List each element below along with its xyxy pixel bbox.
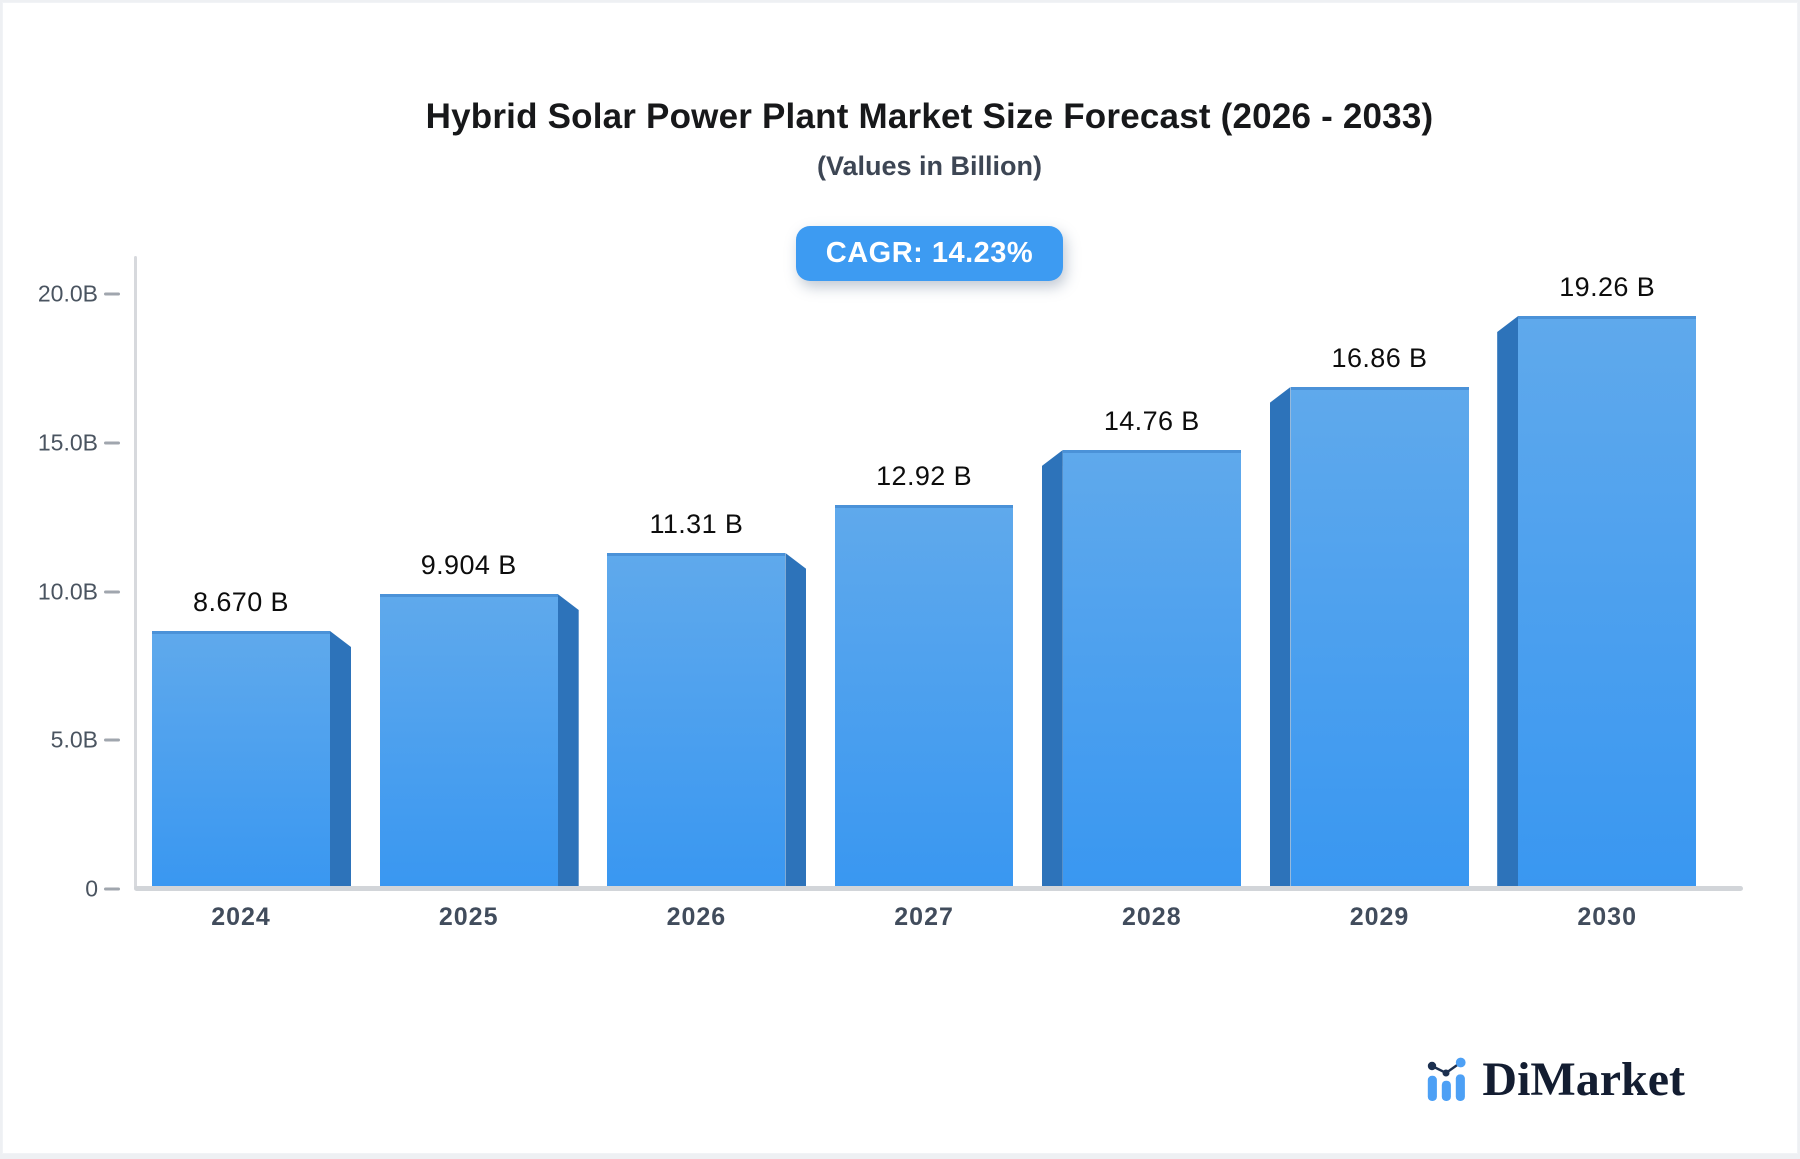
plot-area: 0 5.0B 10.0B 15.0B 20.0B 8.670 B 2024 9.904 B 20… xyxy=(3,3,1800,1159)
y-axis-tick xyxy=(104,738,120,742)
bar-2028 xyxy=(1062,450,1241,889)
bar-3d-side xyxy=(1269,387,1291,889)
bar-3d-side xyxy=(557,594,579,889)
y-axis-label: 10.0B xyxy=(37,578,98,604)
y-axis-tick xyxy=(104,590,120,593)
x-axis-label: 2028 xyxy=(1121,903,1182,931)
x-axis-line xyxy=(134,886,1743,891)
bar-value-label: 8.670 B xyxy=(193,587,289,617)
x-axis-label: 2030 xyxy=(1577,903,1637,931)
chart-subtitle: (Values in Billion) xyxy=(816,151,1043,181)
bar-3d-side xyxy=(330,631,351,889)
x-axis-label: 2026 xyxy=(666,903,727,931)
bar-value-label: 9.904 B xyxy=(420,550,517,580)
bar-2025 xyxy=(379,594,558,889)
bar-2026 xyxy=(607,553,786,889)
bar-2029 xyxy=(1290,387,1469,889)
y-axis-label: 5.0B xyxy=(50,726,98,753)
y-axis-label: 15.0B xyxy=(37,429,98,456)
y-axis-tick xyxy=(104,441,120,445)
y-axis-tick xyxy=(104,887,120,891)
bar-value-label: 14.76 B xyxy=(1103,406,1200,436)
cagr-badge: CAGR: 14.23% xyxy=(795,226,1064,281)
bar-3d-side xyxy=(1041,450,1063,889)
dimarket-logo: DiMarket xyxy=(1425,1053,1685,1107)
y-axis-line xyxy=(134,256,137,889)
y-axis-tick xyxy=(104,292,120,296)
bar-value-label: 19.26 B xyxy=(1559,272,1656,302)
y-axis-label: 0 xyxy=(85,875,98,902)
chart-title: Hybrid Solar Power Plant Market Size For… xyxy=(425,97,1434,136)
y-axis-label: 20.0B xyxy=(37,280,98,307)
bar-3d-side xyxy=(1497,316,1519,889)
bar-2030 xyxy=(1518,316,1697,889)
chart-header: Hybrid Solar Power Plant Market Size For… xyxy=(136,3,1723,281)
x-axis-label: 2029 xyxy=(1349,903,1410,931)
bar-value-label: 12.92 B xyxy=(876,461,973,491)
bar-value-label: 16.86 B xyxy=(1331,343,1428,373)
bar-chart-line-icon xyxy=(1428,1057,1467,1101)
x-axis-label: 2027 xyxy=(894,903,954,931)
bar-3d-side xyxy=(785,553,807,889)
x-axis-label: 2025 xyxy=(438,903,499,931)
logo-text: DiMarket xyxy=(1482,1053,1685,1107)
bar-value-label: 11.31 B xyxy=(649,509,744,539)
bar-2024 xyxy=(152,631,330,889)
x-axis-label: 2024 xyxy=(211,903,271,931)
bar-2027 xyxy=(835,505,1014,889)
